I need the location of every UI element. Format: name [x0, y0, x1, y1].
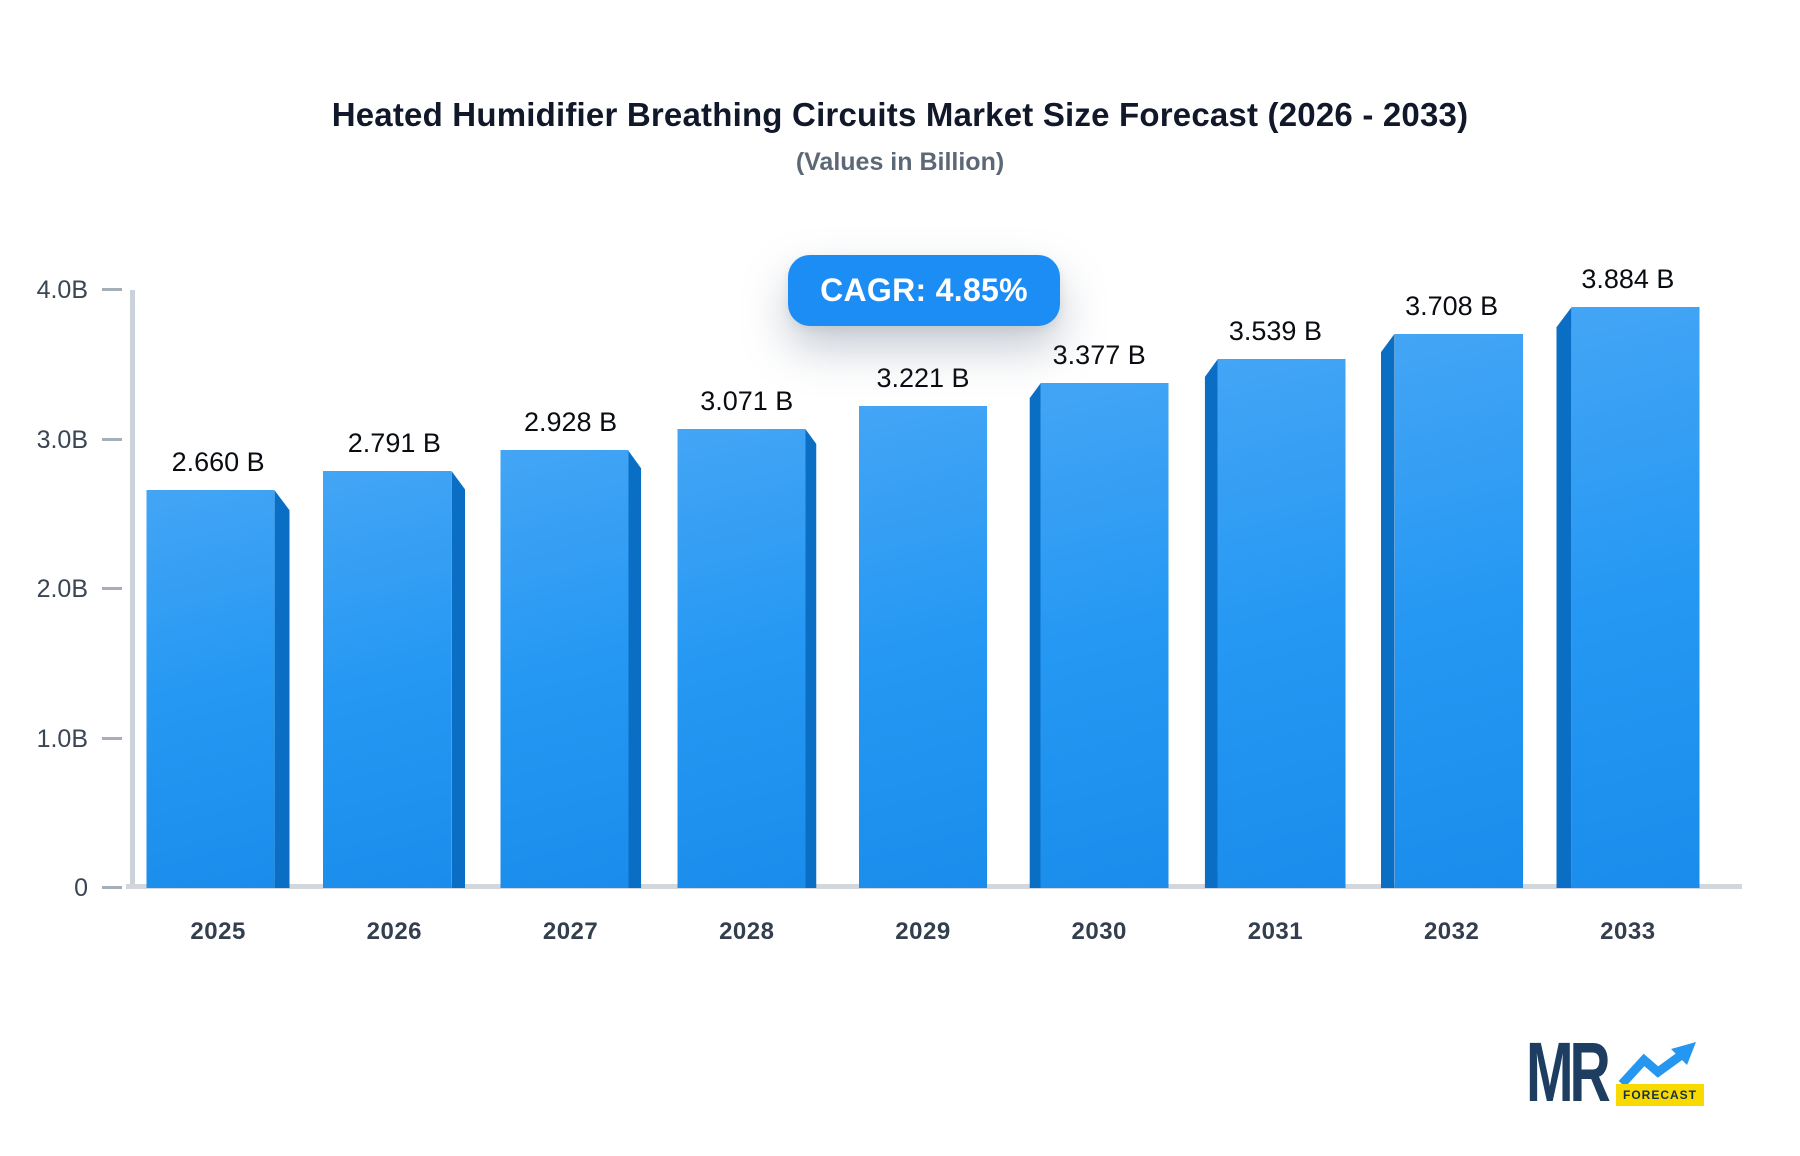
bar-face	[858, 406, 987, 888]
bar-face	[146, 490, 275, 888]
bar	[500, 450, 642, 888]
logo-text: MR	[1526, 1025, 1611, 1119]
y-tick-label: 3.0B	[36, 425, 88, 454]
bar-value-label: 3.708 B	[1405, 290, 1499, 321]
y-tick-mark	[102, 288, 122, 291]
bar	[1556, 307, 1700, 888]
bar-value-label: 2.928 B	[524, 407, 618, 438]
brand-logo: MR FORECAST	[1526, 1025, 1726, 1119]
bar	[146, 490, 290, 888]
bar-column: 3.539 B 2031	[1187, 290, 1363, 945]
y-tick-label: 4.0B	[36, 276, 88, 304]
bar-face	[500, 450, 629, 888]
bar-value-label: 3.884 B	[1581, 264, 1675, 295]
bar	[677, 428, 817, 888]
bar-column: 3.884 B 2033	[1540, 264, 1716, 945]
x-axis-label: 2027	[542, 918, 599, 945]
bars-container: 2.660 B 2025 2.791 B 2026 2.928 B 2027 3.071 B…	[130, 264, 1716, 945]
bar-column: 3.221 B 2029	[835, 290, 1011, 945]
bar-column: 2.928 B 2027	[482, 290, 658, 945]
x-axis-label: 2033	[1600, 918, 1656, 945]
bar-value-label: 2.791 B	[347, 427, 441, 458]
bar	[323, 470, 466, 888]
bar	[1380, 333, 1523, 888]
x-axis-label: 2028	[719, 918, 775, 945]
bar-value-label: 3.221 B	[876, 363, 970, 394]
cagr-badge: CAGR: 4.85%	[788, 255, 1060, 326]
bar-column: 2.660 B 2025	[130, 290, 306, 945]
bar-face	[1394, 333, 1523, 888]
y-tick-mark	[102, 587, 122, 590]
chart-subtitle: (Values in Billion)	[795, 148, 1005, 176]
bar-column: 3.071 B 2028	[659, 290, 835, 945]
bar-face	[1571, 307, 1700, 888]
chart-title: Heated Humidifier Breathing Circuits Mar…	[331, 96, 1469, 133]
bar-side-face	[1029, 383, 1041, 888]
y-tick-mark	[102, 886, 122, 889]
bar-side-face	[628, 450, 642, 888]
bar-column: 2.791 B 2026	[306, 290, 482, 945]
bar-face	[1217, 358, 1346, 888]
x-axis-label: 2025	[190, 918, 246, 945]
bar-face	[677, 428, 806, 888]
bar-side-face	[274, 490, 290, 888]
bar-value-label: 3.539 B	[1228, 315, 1322, 346]
y-tick-label: 2.0B	[36, 575, 88, 603]
x-axis-label: 2026	[366, 918, 423, 945]
bar	[858, 406, 987, 888]
y-tick-mark	[102, 736, 122, 740]
bar-value-label: 2.660 B	[171, 447, 265, 478]
bar	[1029, 383, 1169, 888]
logo-forecast-label: FORECAST	[1616, 1084, 1704, 1106]
bar-value-label: 3.377 B	[1052, 340, 1146, 371]
bar-face	[1040, 383, 1169, 888]
x-axis-label: 2029	[895, 918, 951, 945]
bar-column: 3.708 B 2032	[1364, 290, 1540, 945]
bar	[1204, 358, 1346, 888]
bar-value-label: 3.071 B	[700, 385, 794, 416]
plot-area: 2.660 B 2025 2.791 B 2026 2.928 B 2027 3.071 B…	[37, 264, 1716, 945]
bar-side-face	[1204, 358, 1218, 888]
x-axis-label: 2030	[1071, 918, 1127, 945]
x-axis-label: 2031	[1247, 918, 1304, 945]
cagr-badge-label: CAGR: 4.85%	[820, 272, 1028, 308]
bar-side-face	[1556, 307, 1572, 888]
bar-face	[323, 470, 452, 888]
bar-side-face	[805, 428, 817, 888]
x-axis-label: 2032	[1423, 918, 1480, 945]
bar-column: 3.377 B 2030	[1011, 290, 1187, 945]
y-tick-label: 1.0B	[36, 724, 88, 753]
trend-arrow-icon	[1618, 1042, 1696, 1088]
y-tick-label: 0	[74, 874, 88, 902]
y-tick-mark	[102, 437, 122, 441]
bar-side-face	[1380, 333, 1395, 888]
bar-side-face	[451, 470, 466, 888]
y-axis-line	[130, 290, 135, 888]
